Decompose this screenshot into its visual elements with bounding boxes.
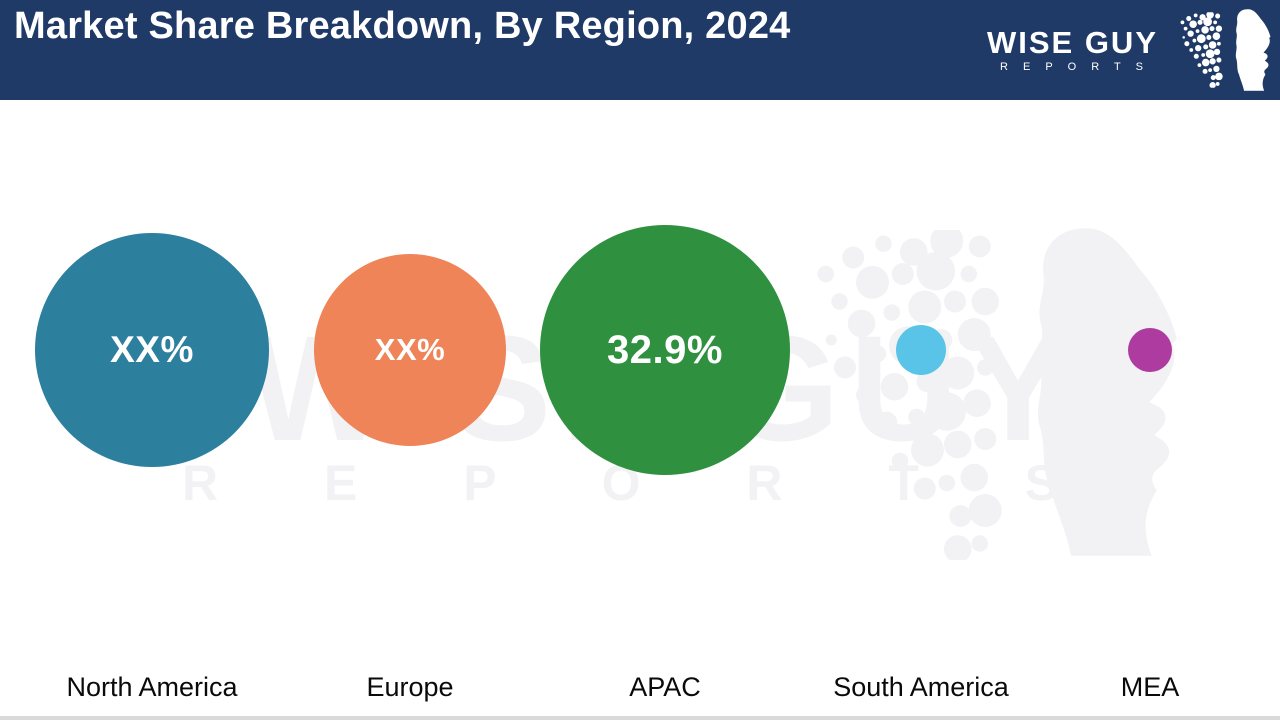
bottom-divider <box>0 716 1280 720</box>
category-label-north-america: North America <box>66 672 238 702</box>
brand-logo: WISE GUY R E P O R T S <box>987 4 1272 96</box>
category-label-mea: MEA <box>1120 672 1180 702</box>
category-label-south-america: South America <box>833 672 1009 702</box>
category-label-apac: APAC <box>629 672 701 702</box>
bubble-north-america: XX% <box>35 233 269 467</box>
bubble-value-label: 32.9% <box>607 327 723 372</box>
bubble-value-label: XX% <box>374 332 446 367</box>
page-title: Market Share Breakdown, By Region, 2024 <box>14 5 791 47</box>
logo-head-silhouette <box>1235 9 1271 91</box>
category-label-europe: Europe <box>366 672 454 702</box>
bubble-south-america <box>896 325 946 375</box>
brand-head-icon <box>1152 6 1272 94</box>
brand-name: WISE GUY <box>986 25 1158 61</box>
brand-logo-text: WISE GUY R E P O R T S <box>987 27 1158 73</box>
logo-dot-cloud <box>1180 12 1223 88</box>
brand-subtitle: R E P O R T S <box>1000 60 1149 73</box>
bubble-europe: XX% <box>314 254 506 446</box>
header-bar: Market Share Breakdown, By Region, 2024 … <box>0 0 1280 100</box>
watermark-head-silhouette <box>1038 228 1177 556</box>
bubble-mea <box>1128 328 1172 372</box>
bubble-apac: 32.9% <box>540 225 790 475</box>
bubble-value-label: XX% <box>110 329 194 370</box>
